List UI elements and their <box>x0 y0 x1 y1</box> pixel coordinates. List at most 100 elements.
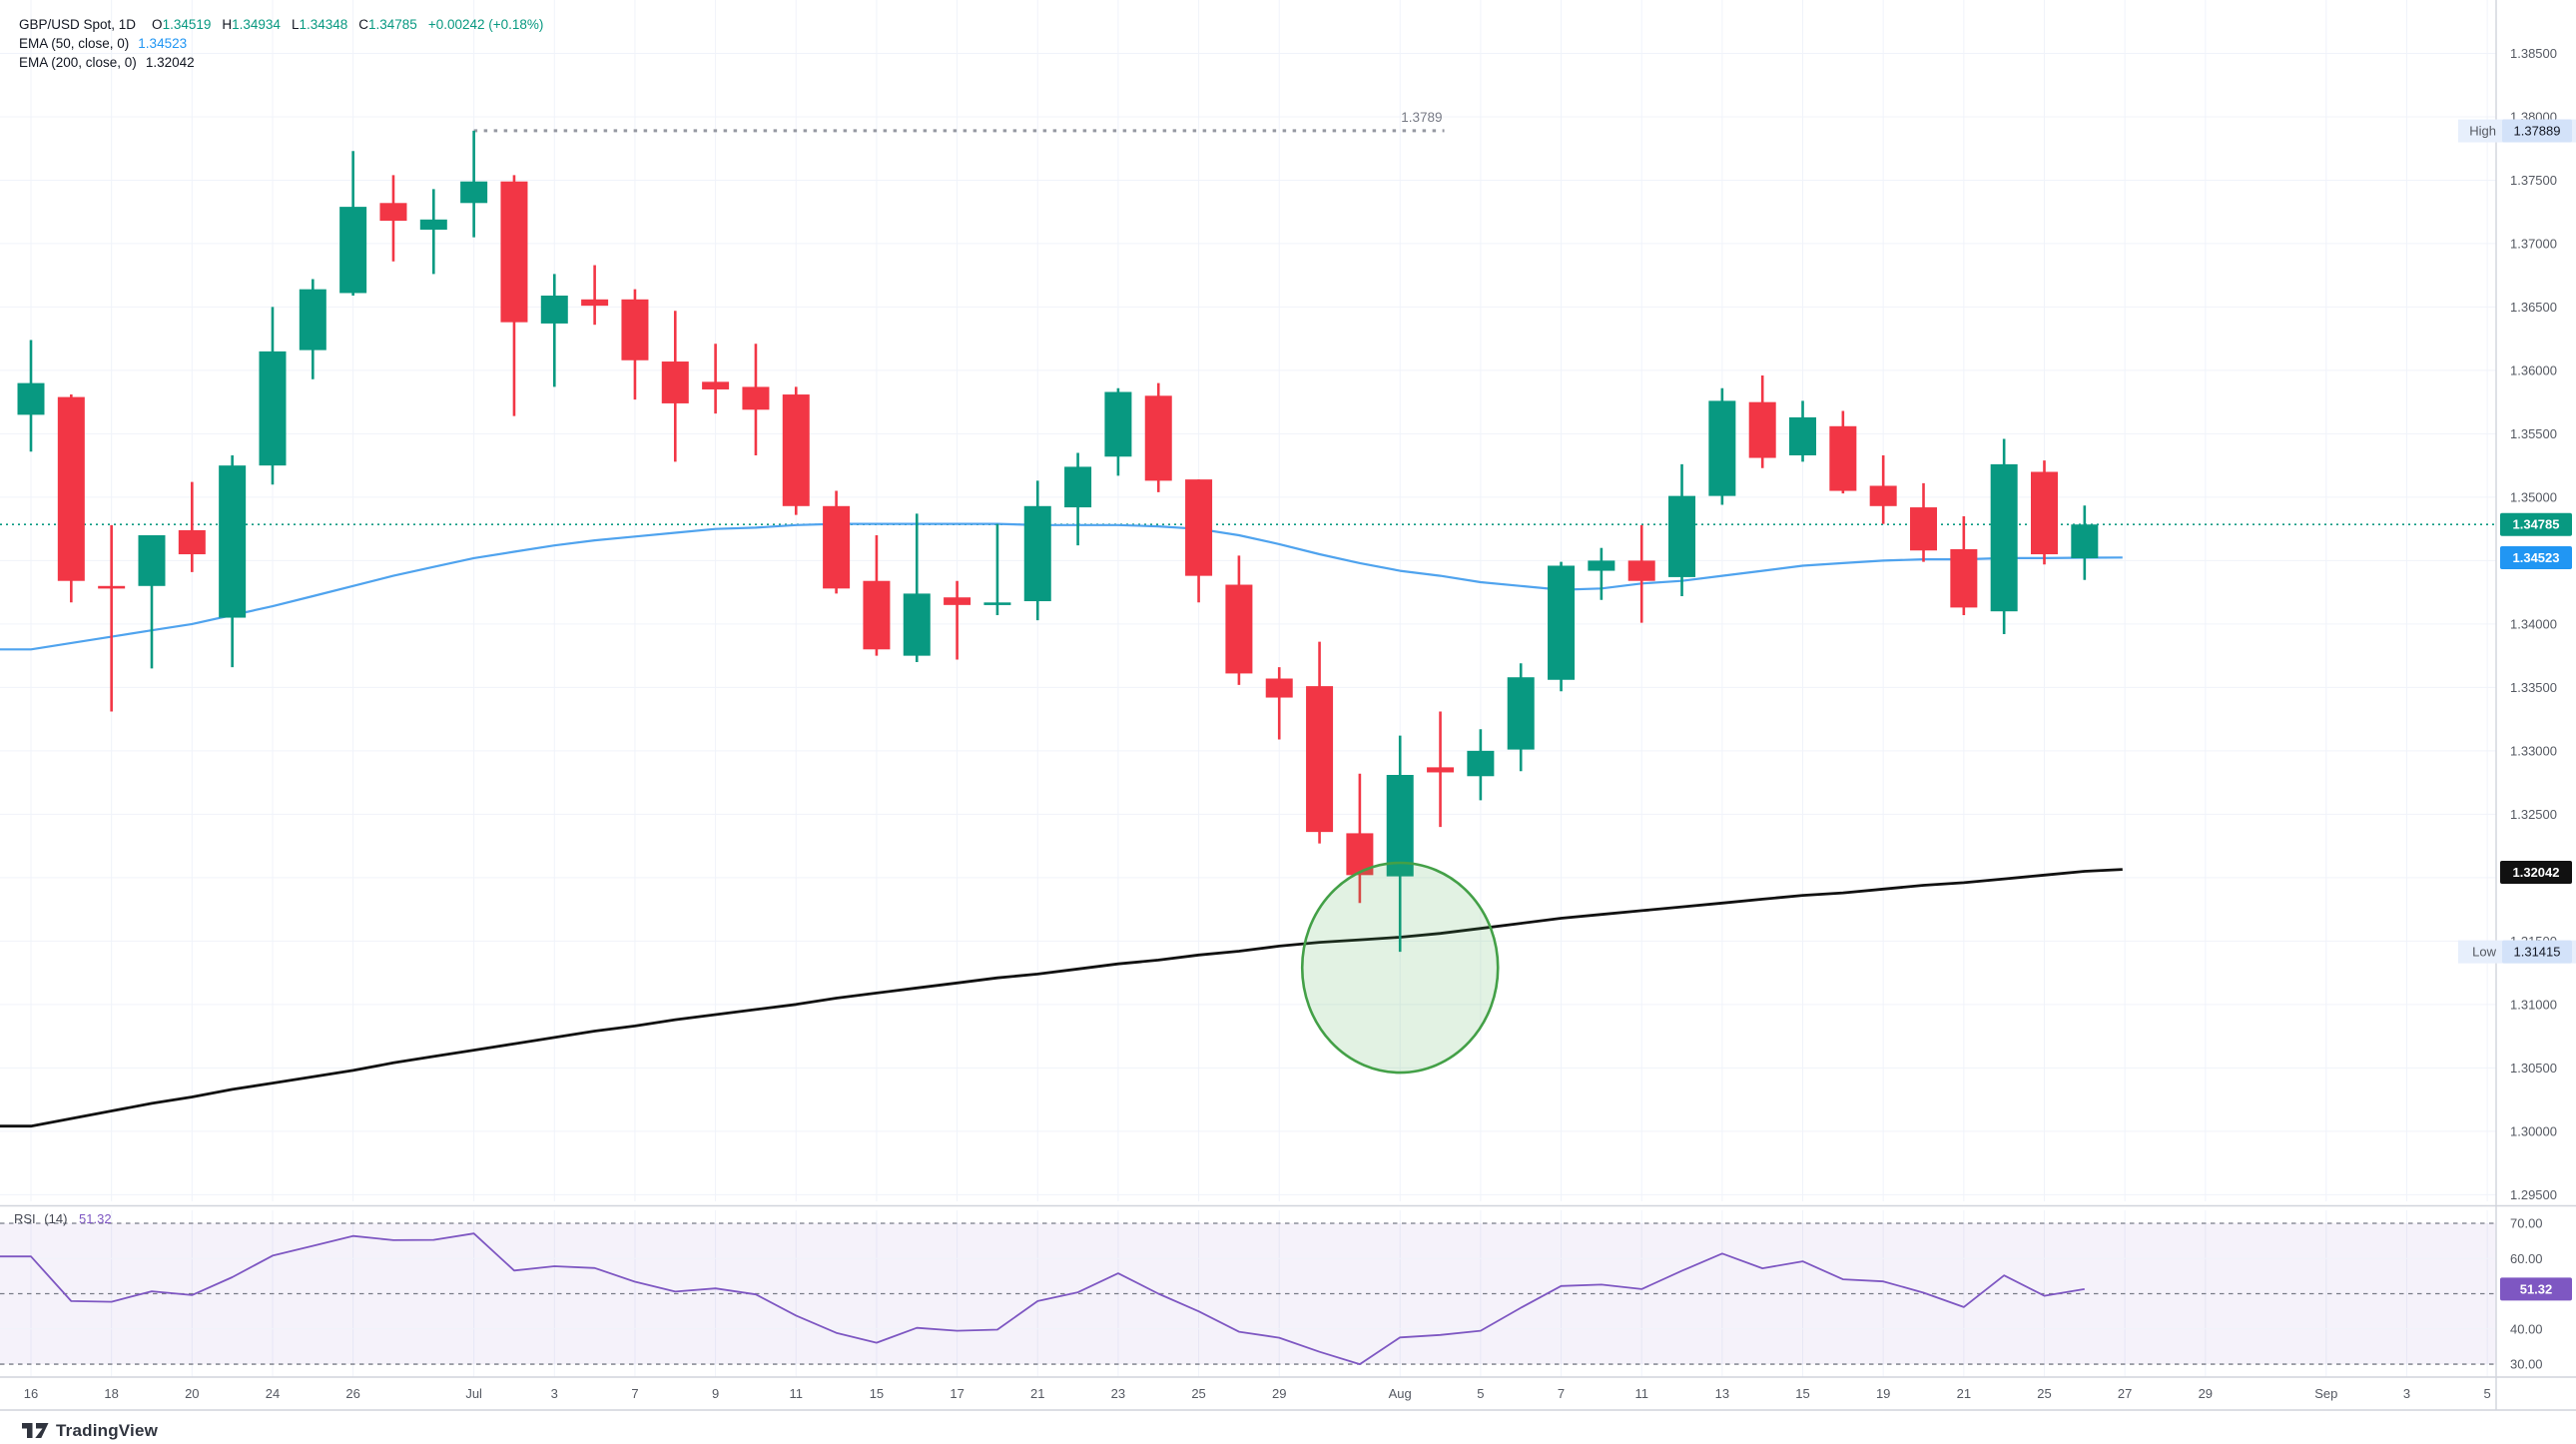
time-axis[interactable]: 16 18 20 24 26 Jul 3 7 9 11 15 17 21 23 25 29 Aug 5 7 11 13 1… <box>24 1386 2491 1401</box>
candle-body <box>219 465 247 618</box>
candle-body <box>339 207 367 294</box>
candle-body <box>863 580 891 650</box>
candle-body <box>178 529 206 555</box>
low-value: 1.34348 <box>299 17 348 32</box>
time-axis-label: 20 <box>185 1386 199 1401</box>
ema50-line[interactable] <box>0 522 2123 651</box>
svg-text:1.31415: 1.31415 <box>2514 945 2561 960</box>
ema50-row[interactable]: EMA (50, close, 0) 1.34523 <box>19 34 543 53</box>
symbol-title[interactable]: GBP/USD Spot, 1D <box>19 17 137 32</box>
candles-layer <box>17 130 2099 953</box>
svg-text:High: High <box>2469 124 2496 139</box>
time-axis-label: 3 <box>551 1386 558 1401</box>
panel-separators <box>0 0 2576 1411</box>
time-axis-label: 13 <box>1715 1386 1729 1401</box>
candle-body <box>1829 425 1857 491</box>
rsi-axis-label: 70.00 <box>2510 1216 2543 1231</box>
time-axis-label: 16 <box>24 1386 38 1401</box>
ema200-row[interactable]: EMA (200, close, 0) 1.32042 <box>19 53 543 72</box>
candle-body <box>1225 584 1253 674</box>
svg-text:1.37889: 1.37889 <box>2514 124 2561 139</box>
change-value: +0.00242 (+0.18%) <box>427 17 544 32</box>
candle-body <box>540 296 568 324</box>
low-price-label: Low 1.31415 <box>2458 940 2576 964</box>
candle-body <box>1427 767 1455 773</box>
rsi-title: RSI <box>14 1211 36 1226</box>
rsi-line[interactable] <box>0 1232 2085 1365</box>
candle-body <box>460 181 488 204</box>
rsi-value: 51.32 <box>79 1211 112 1226</box>
candle-body <box>419 219 447 230</box>
time-axis-label: 15 <box>870 1386 884 1401</box>
candle-body <box>661 361 689 403</box>
price-axis-label: 1.32500 <box>2510 807 2557 822</box>
rsi-legend[interactable]: RSI (14) 51.32 <box>14 1211 112 1226</box>
price-axis[interactable]: 1.385001.380001.375001.370001.365001.360… <box>2458 46 2576 1202</box>
high-price-label: High 1.37889 <box>2458 119 2576 143</box>
candle-body <box>742 386 770 410</box>
candle-body <box>1627 560 1655 581</box>
price-axis-label: 1.35000 <box>2510 489 2557 504</box>
rsi-pane[interactable] <box>0 1222 2496 1365</box>
time-axis-label: 5 <box>1477 1386 1484 1401</box>
close-value: 1.34785 <box>368 17 417 32</box>
price-axis-label: 1.30000 <box>2510 1123 2557 1138</box>
tradingview-watermark[interactable]: TradingView <box>22 1421 158 1441</box>
ema200-title: EMA (200, close, 0) <box>19 55 137 70</box>
time-axis-label: 15 <box>1795 1386 1809 1401</box>
price-axis-label: 1.36000 <box>2510 362 2557 377</box>
time-axis-label: 21 <box>1957 1386 1971 1401</box>
candle-body <box>782 394 810 506</box>
symbol-row[interactable]: GBP/USD Spot, 1D O1.34519 H1.34934 L1.34… <box>19 15 543 34</box>
candle-body <box>621 299 649 361</box>
candle-body <box>1950 548 1978 608</box>
candle-body <box>1748 401 1776 458</box>
rsi-axis-label: 40.00 <box>2510 1321 2543 1336</box>
time-axis-label: 26 <box>345 1386 359 1401</box>
rsi-value-badge: 51.32 <box>2500 1277 2572 1301</box>
candle-body <box>903 593 931 656</box>
time-axis-label: 7 <box>631 1386 638 1401</box>
candle-body <box>1306 686 1334 833</box>
watermark-text: TradingView <box>56 1421 159 1440</box>
high-value: 1.34934 <box>232 17 281 32</box>
price-axis-label: 1.33500 <box>2510 680 2557 695</box>
candle-body <box>17 382 45 415</box>
candle-body <box>500 181 528 323</box>
ema200-price-badge: 1.32042 <box>2500 861 2572 885</box>
price-axis-label: 1.30500 <box>2510 1061 2557 1076</box>
time-axis-label: 18 <box>104 1386 118 1401</box>
candle-body <box>299 289 326 351</box>
price-pane[interactable]: 1.3789 <box>0 110 2496 1128</box>
price-axis-label: 1.35500 <box>2510 426 2557 441</box>
rsi-axis-label: 30.00 <box>2510 1357 2543 1372</box>
svg-text:1.32042: 1.32042 <box>2513 865 2560 880</box>
time-axis-label: 25 <box>1191 1386 1205 1401</box>
price-axis-label: 1.36500 <box>2510 300 2557 315</box>
time-axis-label: 3 <box>2403 1386 2410 1401</box>
candle-body <box>1588 560 1615 571</box>
ema200-line[interactable] <box>0 868 2123 1128</box>
candle-body <box>1023 505 1051 602</box>
rsi-axis-label: 60.00 <box>2510 1251 2543 1266</box>
ema50-price-badge: 1.34523 <box>2500 545 2572 569</box>
candle-body <box>57 396 85 581</box>
grid-lines <box>0 0 2496 1377</box>
candle-body <box>1064 466 1092 508</box>
open-label: O <box>152 17 163 32</box>
time-axis-label: 5 <box>2484 1386 2491 1401</box>
candle-body <box>1789 416 1817 455</box>
candle-body <box>98 585 126 589</box>
time-axis-label: Sep <box>2314 1386 2337 1401</box>
ema50-value: 1.34523 <box>138 36 188 51</box>
price-axis-label: 1.38500 <box>2510 46 2557 61</box>
candle-body <box>379 203 407 222</box>
candle-body <box>2071 524 2099 558</box>
highlight-circle[interactable] <box>1300 861 1500 1075</box>
candle-body <box>1548 565 1576 680</box>
candle-body <box>1668 495 1696 577</box>
candle-body <box>823 505 851 589</box>
